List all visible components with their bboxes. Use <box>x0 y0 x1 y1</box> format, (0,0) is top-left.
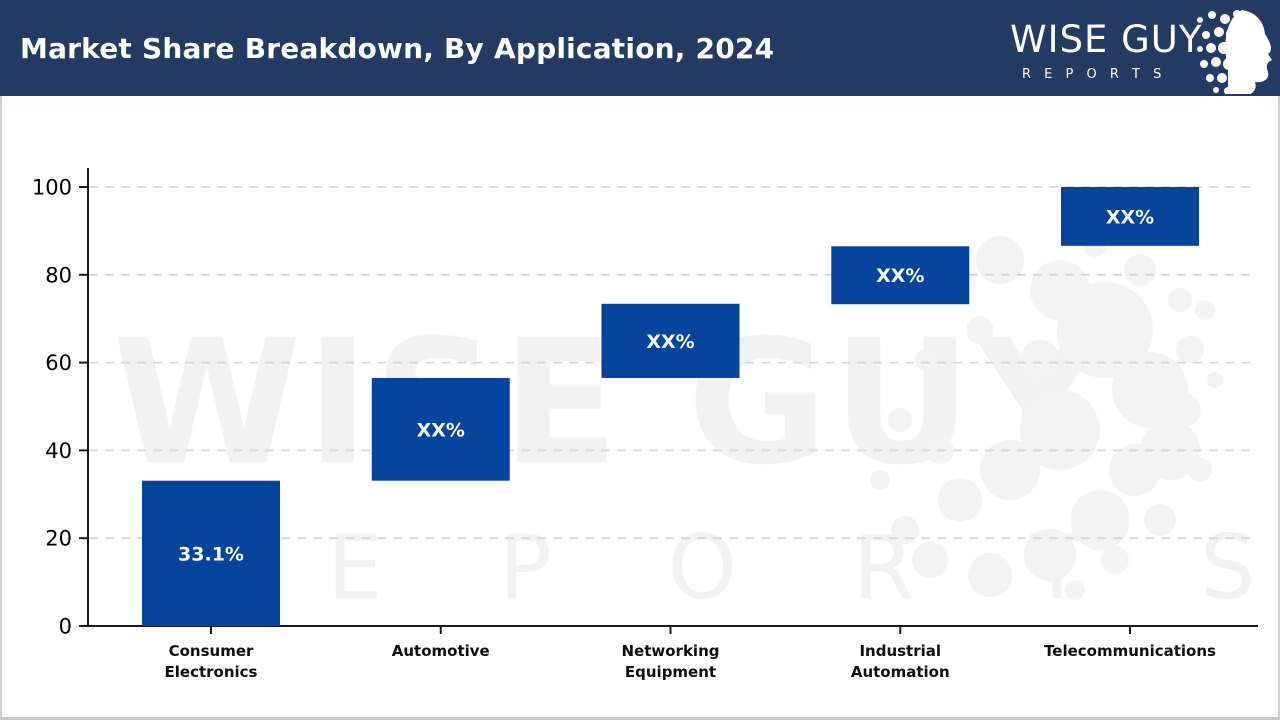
bar-segment <box>142 480 280 626</box>
bar-value-label: XX% <box>1106 206 1154 228</box>
page-title: Market Share Breakdown, By Application, … <box>20 31 775 65</box>
logo-face-icon <box>1197 10 1272 94</box>
y-tick-label: 0 <box>59 615 72 639</box>
bar-segment <box>1061 187 1199 246</box>
bar-value-label: XX% <box>417 419 465 441</box>
y-tick-label: 60 <box>45 351 72 375</box>
category-label: Telecommunications <box>1044 642 1216 660</box>
category-label: Automotive <box>392 642 490 660</box>
y-tick-label: 40 <box>45 439 72 463</box>
header-bar: Market Share Breakdown, By Application, … <box>0 0 1280 96</box>
logo-wordmark: WISE GUY <box>1010 18 1202 61</box>
y-tick-label: 100 <box>32 176 72 200</box>
axes <box>79 168 1258 634</box>
category-label: Networking Equipment <box>622 642 720 681</box>
bar-value-label: XX% <box>646 331 694 353</box>
category-label: Industrial Automation <box>851 642 950 681</box>
chart-area: WISE GUY R E P O R T S 33.1% XX% XX% XX% <box>0 96 1280 720</box>
axis-labels: 0 20 40 60 80 100 Consumer Electronics Automotiv… <box>32 176 1216 682</box>
bar-segment <box>831 246 970 305</box>
category-label: Consumer Electronics <box>165 642 258 681</box>
logo-subtext: R E P O R T S <box>1022 67 1166 82</box>
bar-value-label: 33.1% <box>178 543 244 565</box>
y-tick-label: 80 <box>45 263 72 287</box>
bar-segment <box>601 303 740 378</box>
bar-value-label: XX% <box>876 265 924 287</box>
bars: 33.1% XX% XX% XX% XX% <box>142 187 1199 626</box>
watermark: WISE GUY R E P O R T S <box>112 233 1256 619</box>
wise-guy-reports-logo: WISE GUY R E P O R T S <box>1010 10 1272 94</box>
y-tick-label: 20 <box>45 527 72 551</box>
bar-segment <box>371 377 510 481</box>
